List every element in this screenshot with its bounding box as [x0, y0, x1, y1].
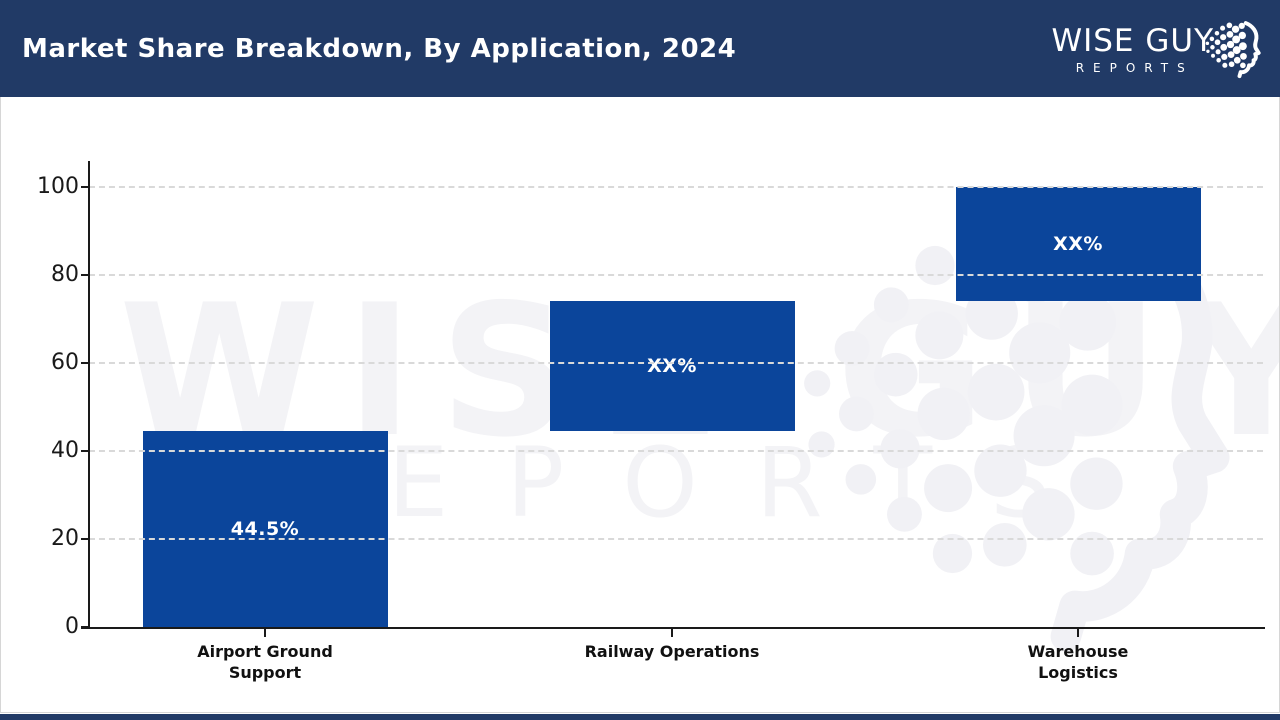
- y-tick-label-40: 40: [51, 438, 79, 463]
- category-label-3: Warehouse Logistics: [918, 641, 1238, 683]
- bar-2: XX%: [549, 301, 795, 432]
- gridline-60: [89, 362, 1263, 364]
- bar-value-label-2: XX%: [647, 355, 697, 378]
- x-tick-mark-1: [264, 628, 266, 637]
- category-label-line: Support: [228, 663, 302, 682]
- category-label-line: Railway Operations: [584, 642, 760, 661]
- bar-value-label-1: 44.5%: [230, 518, 300, 541]
- y-tick-mark-20: [81, 538, 89, 540]
- y-tick-label-0: 0: [65, 614, 79, 639]
- logo-wordmark: WISE GUY: [1051, 23, 1214, 59]
- y-tick-mark-0: [81, 626, 89, 628]
- logo-subtitle: REPORTS: [1075, 61, 1194, 75]
- logo-face-icon: [1204, 20, 1261, 79]
- wise-guy-logo: WISE GUY REPORTS: [1051, 6, 1266, 92]
- footer-bar: [0, 714, 1280, 720]
- y-tick-label-100: 100: [37, 174, 79, 199]
- gridline-100: [89, 186, 1263, 188]
- x-tick-mark-3: [1077, 628, 1079, 637]
- gridline-80: [89, 274, 1263, 276]
- gridline-40: [89, 450, 1263, 452]
- y-tick-label-80: 80: [51, 262, 79, 287]
- logo-text: WISE GUY REPORTS: [1051, 23, 1214, 75]
- gridline-20: [89, 538, 1263, 540]
- y-tick-mark-100: [81, 186, 89, 188]
- category-label-2: Railway Operations: [512, 641, 832, 662]
- bar-value-label-3: XX%: [1053, 233, 1103, 256]
- y-tick-label-20: 20: [51, 526, 79, 551]
- x-tick-mark-2: [671, 628, 673, 637]
- header-bar: Market Share Breakdown, By Application, …: [0, 0, 1280, 97]
- bar-1: 44.5%: [142, 431, 388, 627]
- y-tick-label-60: 60: [51, 350, 79, 375]
- y-tick-mark-40: [81, 450, 89, 452]
- bar-3: XX%: [955, 187, 1201, 302]
- y-tick-mark-80: [81, 274, 89, 276]
- category-label-line: Logistics: [1038, 663, 1118, 682]
- x-axis-line: [81, 627, 1265, 629]
- category-label-line: Airport Ground: [197, 642, 333, 661]
- category-label-1: Airport Ground Support: [105, 641, 425, 683]
- category-label-line: Warehouse: [1027, 642, 1129, 661]
- y-axis-line: [88, 161, 90, 629]
- y-tick-mark-60: [81, 362, 89, 364]
- page-title: Market Share Breakdown, By Application, …: [22, 33, 737, 64]
- chart-canvas: WISE GUY REPORTS 02040608010044.5%Airpor…: [0, 97, 1280, 713]
